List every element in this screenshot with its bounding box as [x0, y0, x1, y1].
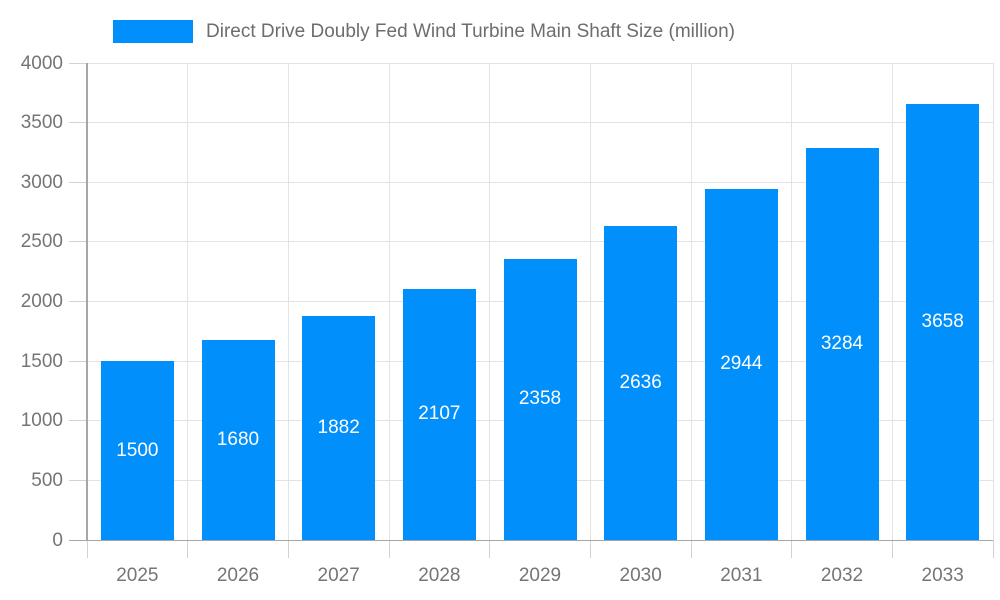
vertical-gridline	[388, 63, 390, 540]
bar-2026[interactable]	[201, 339, 275, 540]
x-axis-tick	[187, 540, 189, 558]
horizontal-gridline	[87, 241, 993, 243]
vertical-gridline	[690, 63, 692, 540]
bar-2028[interactable]	[402, 288, 476, 540]
x-axis-label: 2031	[720, 565, 763, 586]
x-axis-label: 2030	[619, 565, 662, 586]
x-axis-tick	[891, 540, 893, 558]
x-axis-label: 2028	[418, 565, 461, 586]
x-axis-label: 2025	[116, 565, 159, 586]
bar-2025[interactable]	[100, 361, 174, 540]
x-axis-tick	[589, 540, 591, 558]
bar-2032[interactable]	[805, 148, 879, 540]
y-axis-label: 2000	[20, 291, 63, 312]
vertical-gridline	[287, 63, 289, 540]
x-axis-tick	[791, 540, 793, 558]
y-axis-label: 1000	[20, 410, 63, 432]
x-axis-tick	[388, 540, 390, 558]
legend[interactable]: Direct Drive Doubly Fed Wind Turbine Mai…	[113, 20, 735, 43]
bar-2027[interactable]	[302, 315, 376, 540]
y-axis-tick	[69, 241, 87, 243]
x-axis-tick	[489, 540, 491, 558]
y-axis-tick	[69, 181, 87, 183]
x-axis-label: 2027	[317, 565, 360, 586]
horizontal-gridline	[87, 181, 993, 183]
y-axis-label: 3500	[20, 112, 63, 134]
horizontal-gridline	[87, 62, 993, 64]
y-axis-tick	[69, 420, 87, 422]
x-axis-tick	[690, 540, 692, 558]
x-axis-label: 2029	[518, 565, 562, 586]
y-axis-label: 0	[52, 529, 63, 551]
y-axis-line	[86, 63, 88, 540]
y-axis-tick	[69, 479, 87, 481]
y-axis-label: 500	[31, 469, 63, 491]
bar-2031[interactable]	[704, 188, 778, 540]
x-axis-line	[69, 539, 993, 541]
x-axis-tick	[287, 540, 289, 558]
y-axis-label: 1500	[20, 350, 63, 372]
y-axis-label: 3000	[20, 171, 63, 193]
x-axis-tick	[86, 540, 88, 558]
vertical-gridline	[791, 63, 793, 540]
y-axis-tick	[69, 62, 87, 64]
x-axis-tick	[992, 540, 994, 558]
vertical-gridline	[891, 63, 893, 540]
vertical-gridline	[589, 63, 591, 540]
bar-2033[interactable]	[906, 103, 980, 540]
legend-label: Direct Drive Doubly Fed Wind Turbine Mai…	[206, 20, 736, 42]
y-axis-label: 4000	[20, 52, 63, 74]
x-axis-label: 2033	[921, 565, 964, 586]
x-axis-label: 2032	[820, 565, 864, 586]
vertical-gridline	[489, 63, 491, 540]
bar-2030[interactable]	[604, 225, 678, 540]
y-axis-label: 2500	[20, 231, 63, 253]
vertical-gridline	[992, 63, 994, 540]
x-axis-label: 2026	[216, 565, 260, 586]
bar-2029[interactable]	[503, 258, 577, 540]
legend-swatch	[113, 20, 193, 43]
y-axis-tick	[69, 360, 87, 362]
y-axis-tick	[69, 122, 87, 124]
y-axis-tick	[69, 301, 87, 302]
horizontal-gridline	[87, 122, 993, 124]
vertical-gridline	[187, 63, 189, 540]
